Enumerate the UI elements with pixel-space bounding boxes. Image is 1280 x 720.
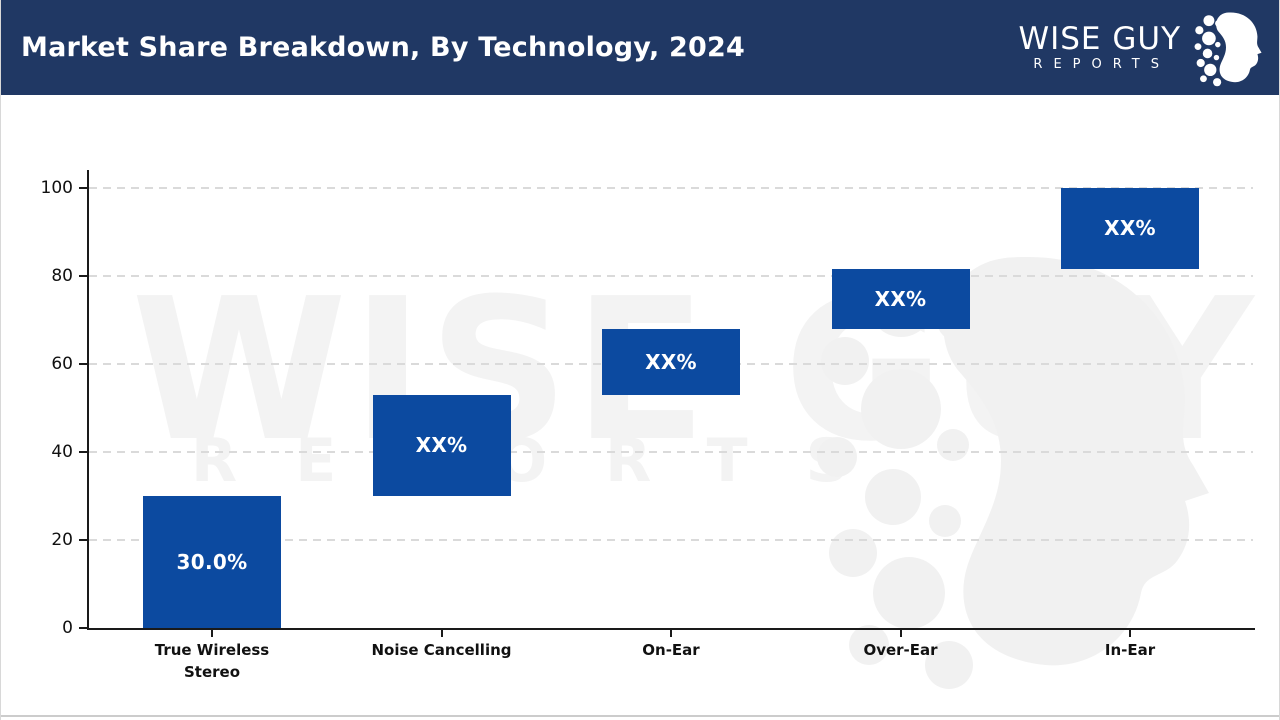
y-tick-label: 40 — [51, 441, 73, 462]
y-tick-mark — [79, 450, 87, 453]
bar: XX% — [831, 269, 970, 329]
x-category-label: In-Ear — [1104, 641, 1156, 659]
page-title: Market Share Breakdown, By Technology, 2… — [21, 32, 746, 63]
y-tick-mark — [79, 627, 87, 629]
bar-value-label: XX% — [415, 433, 468, 458]
y-axis-line — [87, 170, 89, 630]
x-category-label: Over-Ear — [863, 641, 938, 659]
grid-line — [89, 538, 1253, 541]
y-tick-mark — [79, 538, 87, 541]
bar-value-label: XX% — [874, 286, 927, 311]
grid-line — [89, 186, 1253, 189]
x-tick-mark — [670, 630, 672, 637]
logo-subtitle: REPORTS — [1033, 57, 1171, 72]
y-tick-mark — [79, 186, 87, 189]
logo-text: WISE GUY REPORTS — [1018, 21, 1181, 72]
y-tick-mark — [79, 274, 87, 277]
x-tick-mark — [899, 630, 902, 637]
y-tick-label: 100 — [40, 177, 73, 198]
plot-area: 0 20 40 60 80 100 30.0% True Wireless Stereo XX%… — [41, 170, 1255, 681]
x-axis-line — [87, 628, 1255, 630]
wise-guy-head-icon — [1194, 11, 1262, 86]
bar: 30.0% — [143, 495, 281, 628]
bar-value-label: XX% — [645, 349, 697, 374]
y-tick-label: 0 — [62, 618, 73, 638]
x-tick-mark — [440, 630, 443, 637]
y-tick-label: 60 — [51, 353, 73, 374]
x-category-label: On-Ear — [642, 641, 700, 659]
bar: XX% — [372, 394, 511, 496]
logo-wordmark: WISE GUY — [1018, 21, 1181, 57]
chart-area: WISE GUY REPORTS 0 20 40 60 80 100 30.0% True W… — [1, 95, 1279, 715]
header-bar: Market Share Breakdown, By Technology, 2… — [1, 0, 1279, 95]
bottom-border — [1, 715, 1279, 717]
y-tick-mark — [79, 362, 87, 365]
y-tick-label: 20 — [51, 529, 73, 550]
grid-line — [89, 274, 1253, 277]
bar: XX% — [1061, 187, 1199, 270]
bar-value-label: 30.0% — [176, 549, 248, 574]
bar-value-label: XX% — [1104, 216, 1156, 241]
x-category-label: Noise Cancelling — [371, 641, 512, 659]
y-tick-label: 80 — [51, 265, 73, 286]
x-tick-mark — [1129, 630, 1131, 637]
brand-logo: WISE GUY REPORTS — [1018, 7, 1265, 89]
x-tick-mark — [211, 630, 213, 637]
x-category-label: True Wireless Stereo — [154, 641, 270, 681]
bar: XX% — [602, 328, 740, 395]
grid-line — [89, 450, 1253, 453]
